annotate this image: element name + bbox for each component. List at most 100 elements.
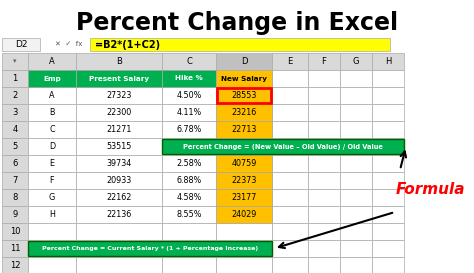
- Text: ▾: ▾: [13, 58, 17, 64]
- Bar: [76, 138, 162, 155]
- Text: B: B: [49, 108, 55, 117]
- Bar: [272, 172, 308, 189]
- Text: D: D: [49, 142, 55, 151]
- Text: 2: 2: [12, 91, 18, 100]
- Text: 6.78%: 6.78%: [176, 125, 202, 134]
- Bar: [28, 189, 76, 206]
- Bar: [308, 189, 340, 206]
- Text: 39734: 39734: [106, 159, 132, 168]
- Bar: [372, 172, 404, 189]
- Bar: [216, 70, 272, 87]
- Text: 22300: 22300: [106, 108, 132, 117]
- Bar: [216, 155, 272, 172]
- Text: 3: 3: [12, 108, 18, 117]
- Text: F: F: [321, 57, 327, 66]
- Bar: [162, 172, 216, 189]
- Text: 22713: 22713: [231, 125, 257, 134]
- Bar: [2, 121, 28, 138]
- Bar: [162, 87, 216, 104]
- Bar: [308, 138, 340, 155]
- Bar: [308, 257, 340, 273]
- Bar: [28, 206, 76, 223]
- Bar: [28, 240, 76, 257]
- Bar: [272, 240, 308, 257]
- Bar: [372, 87, 404, 104]
- Bar: [162, 121, 216, 138]
- Bar: [76, 87, 162, 104]
- Bar: [272, 104, 308, 121]
- Text: 4.50%: 4.50%: [176, 91, 202, 100]
- Text: New Salary: New Salary: [221, 76, 267, 82]
- Bar: [216, 240, 272, 257]
- Text: C: C: [186, 57, 192, 66]
- Text: 22373: 22373: [231, 176, 257, 185]
- Text: 24029: 24029: [231, 210, 257, 219]
- Bar: [76, 70, 162, 87]
- Bar: [2, 38, 40, 51]
- Bar: [340, 240, 372, 257]
- Bar: [340, 223, 372, 240]
- Text: 8.55%: 8.55%: [176, 210, 202, 219]
- Bar: [2, 70, 28, 87]
- Bar: [272, 53, 308, 70]
- Text: 23177: 23177: [231, 193, 257, 202]
- Bar: [216, 138, 272, 155]
- Bar: [28, 104, 76, 121]
- Text: 22136: 22136: [106, 210, 132, 219]
- Text: =B2*(1+C2): =B2*(1+C2): [95, 40, 160, 49]
- Text: E: E: [287, 57, 292, 66]
- Text: G: G: [49, 193, 55, 202]
- Bar: [162, 240, 216, 257]
- Text: 8: 8: [12, 193, 18, 202]
- Bar: [162, 139, 404, 154]
- Bar: [308, 155, 340, 172]
- Bar: [308, 70, 340, 87]
- Bar: [2, 189, 28, 206]
- Bar: [2, 223, 28, 240]
- Bar: [2, 53, 28, 70]
- Bar: [162, 155, 216, 172]
- Bar: [340, 138, 372, 155]
- Bar: [28, 70, 76, 87]
- Bar: [340, 104, 372, 121]
- Bar: [340, 206, 372, 223]
- Bar: [76, 189, 162, 206]
- Bar: [308, 121, 340, 138]
- Bar: [216, 155, 272, 172]
- Bar: [28, 53, 76, 70]
- Text: Present Salary: Present Salary: [89, 76, 149, 82]
- Text: 1: 1: [12, 74, 18, 83]
- Bar: [216, 121, 272, 138]
- Text: C: C: [49, 125, 55, 134]
- Text: G: G: [353, 57, 359, 66]
- Bar: [162, 223, 216, 240]
- Bar: [28, 155, 76, 172]
- Bar: [308, 223, 340, 240]
- Bar: [272, 121, 308, 138]
- Text: B: B: [116, 57, 122, 66]
- Bar: [272, 189, 308, 206]
- Bar: [2, 104, 28, 121]
- Bar: [308, 87, 340, 104]
- Bar: [28, 87, 76, 104]
- Text: 4: 4: [12, 125, 18, 134]
- Bar: [216, 87, 272, 104]
- Bar: [76, 172, 162, 189]
- Bar: [2, 87, 28, 104]
- Bar: [28, 241, 272, 256]
- Bar: [216, 70, 272, 87]
- Bar: [76, 155, 162, 172]
- Bar: [340, 189, 372, 206]
- Bar: [162, 189, 216, 206]
- Text: 2.58%: 2.58%: [176, 159, 202, 168]
- Bar: [272, 87, 308, 104]
- Bar: [372, 206, 404, 223]
- Bar: [272, 223, 308, 240]
- Text: 10: 10: [10, 227, 20, 236]
- Text: Percent Change = (New Value – Old Value) / Old Value: Percent Change = (New Value – Old Value)…: [183, 144, 383, 150]
- Bar: [76, 70, 162, 87]
- Bar: [272, 70, 308, 87]
- Bar: [372, 138, 404, 155]
- Bar: [217, 88, 271, 103]
- Text: 20933: 20933: [106, 176, 132, 185]
